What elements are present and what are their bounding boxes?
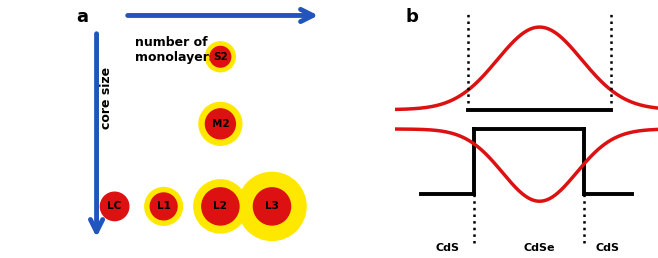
- Circle shape: [199, 102, 241, 145]
- Circle shape: [194, 180, 247, 233]
- Text: M2: M2: [212, 119, 229, 129]
- Circle shape: [210, 46, 231, 67]
- Text: b: b: [405, 8, 418, 26]
- Text: a: a: [76, 8, 88, 26]
- Text: L3: L3: [265, 201, 279, 211]
- Circle shape: [253, 188, 291, 225]
- Text: CdSe: CdSe: [524, 243, 555, 253]
- Text: CdS: CdS: [436, 243, 459, 253]
- Circle shape: [205, 109, 236, 139]
- Text: CdS: CdS: [596, 243, 620, 253]
- Circle shape: [150, 193, 177, 220]
- Text: number of
monolayers: number of monolayers: [136, 36, 216, 64]
- Circle shape: [145, 188, 182, 225]
- Text: L1: L1: [157, 201, 170, 211]
- Circle shape: [205, 42, 236, 72]
- Circle shape: [238, 172, 306, 240]
- Text: core size: core size: [101, 67, 113, 129]
- Text: L2: L2: [213, 201, 227, 211]
- Text: S2: S2: [213, 52, 228, 62]
- Circle shape: [202, 188, 239, 225]
- Circle shape: [101, 192, 129, 221]
- Text: LC: LC: [107, 201, 122, 211]
